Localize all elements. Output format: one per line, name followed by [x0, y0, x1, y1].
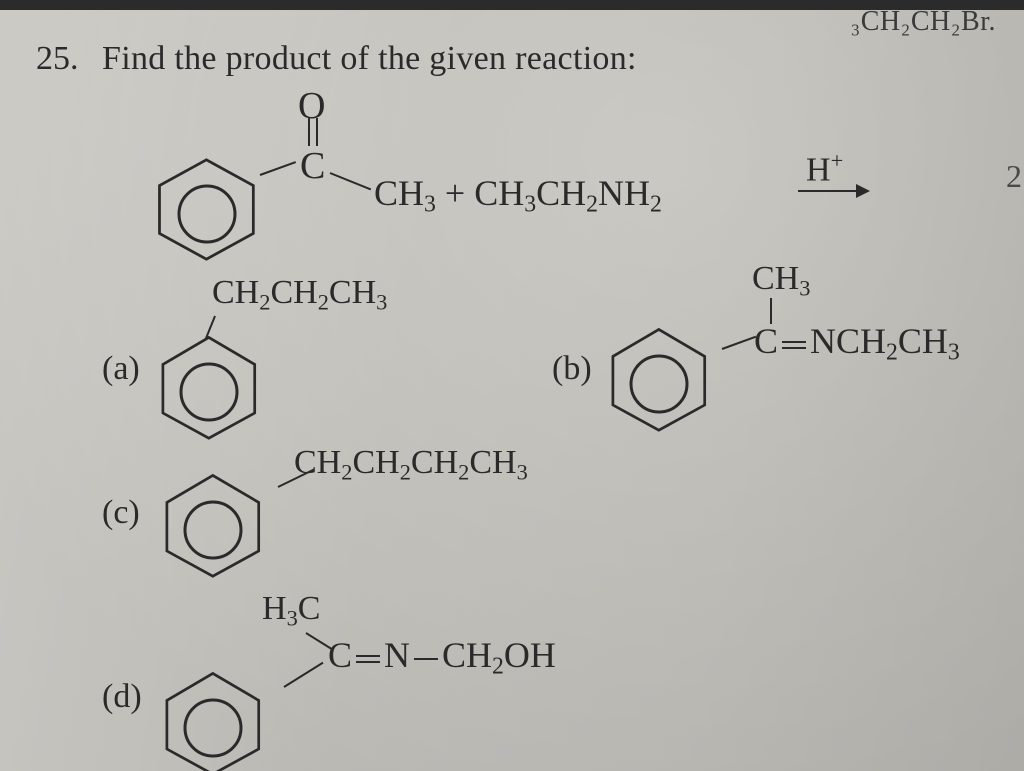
previous-fragment: ₃CH₂CH₂Br.: [850, 0, 996, 38]
catalyst-label: H+: [806, 148, 843, 189]
question-number: 25.: [36, 40, 79, 78]
bond: [722, 336, 757, 350]
option-b-top-group: CH3: [752, 260, 810, 301]
option-d-label: (d): [102, 678, 142, 716]
option-c-substituent: CH2CH2CH2CH3: [294, 444, 528, 485]
right-margin-number: 2: [1006, 158, 1022, 195]
carbon-label: C: [300, 144, 325, 188]
question-text: Find the product of the given reaction:: [102, 40, 637, 78]
reaction-scheme: C O CH3 + CH3CH2NH2 H+: [142, 98, 902, 258]
phenyl-ring: [148, 668, 278, 771]
phenyl-ring: [142, 158, 272, 268]
phenyl-ring: [144, 332, 274, 448]
option-d-top-group: H3C: [262, 590, 320, 631]
bond: [330, 172, 372, 190]
bond: [283, 662, 323, 688]
option-c-label: (c): [102, 494, 140, 532]
page-scan: ₃CH₂CH₂Br. 25. Find the product of the g…: [0, 0, 1024, 771]
option-d-line: CNCH2OH: [328, 634, 556, 681]
reaction-tail: CH3 + CH3CH2NH2: [374, 172, 662, 219]
option-b-label: (b): [552, 350, 592, 388]
option-a-label: (a): [102, 350, 140, 388]
phenyl-ring: [594, 324, 724, 440]
phenyl-ring: [148, 470, 278, 586]
reaction-arrow: [798, 190, 868, 192]
option-a-substituent: CH2CH2CH3: [212, 274, 387, 315]
option-b-line: CNCH2CH3: [754, 320, 960, 367]
oxygen-label: O: [298, 84, 325, 128]
